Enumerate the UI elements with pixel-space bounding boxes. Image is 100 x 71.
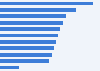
Bar xyxy=(0,8,76,12)
Bar xyxy=(0,2,92,5)
Bar xyxy=(0,14,66,18)
Bar xyxy=(0,46,54,50)
Bar xyxy=(0,34,58,37)
Bar xyxy=(0,21,62,25)
Bar xyxy=(0,59,49,63)
Bar xyxy=(0,66,19,69)
Bar xyxy=(0,53,52,57)
Bar xyxy=(0,40,56,44)
Bar xyxy=(0,27,60,31)
